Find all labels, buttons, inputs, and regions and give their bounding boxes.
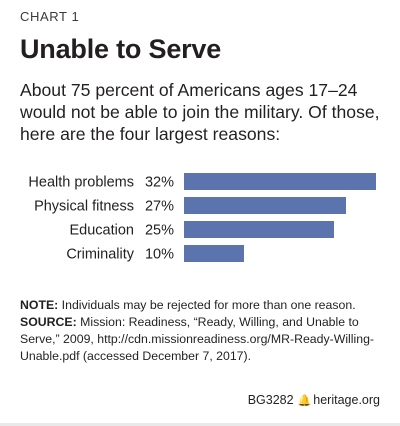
value-label-criminality: 10% — [145, 247, 174, 263]
source-text: Mission: Readiness, “Ready, Willing, and… — [20, 315, 375, 363]
source-label: SOURCE: — [20, 315, 77, 329]
category-label-education: Education — [70, 223, 135, 239]
liberty-bell-icon: 🔔 — [297, 395, 312, 407]
value-label-health-problems: 32% — [145, 175, 174, 191]
category-label-physical-fitness: Physical fitness — [34, 199, 134, 215]
notes-block: NOTE: Individuals may be rejected for mo… — [20, 297, 385, 365]
value-label-education: 25% — [145, 223, 174, 239]
chart-title: Unable to Serve — [20, 34, 222, 64]
bar-education — [184, 221, 334, 238]
bar-criminality — [184, 245, 244, 262]
bar-health-problems — [184, 173, 376, 190]
bottom-rule — [0, 423, 400, 426]
chart-subtitle: About 75 percent of Americans ages 17–24… — [20, 80, 380, 144]
category-label-criminality: Criminality — [66, 247, 134, 263]
site-link[interactable]: heritage.org — [313, 393, 380, 407]
note-text: Individuals may be rejected for more tha… — [58, 298, 356, 312]
category-label-health-problems: Health problems — [28, 175, 134, 191]
footer: BG3282 🔔 heritage.org — [20, 393, 380, 407]
chart-kicker: CHART 1 — [20, 9, 80, 24]
value-label-physical-fitness: 27% — [145, 199, 174, 215]
bar-chart: Health problems 32% Physical fitness 27% Edu… — [28, 173, 376, 263]
publication-code: BG3282 — [247, 393, 294, 407]
note-label: NOTE: — [20, 298, 59, 312]
bar-physical-fitness — [184, 197, 346, 214]
